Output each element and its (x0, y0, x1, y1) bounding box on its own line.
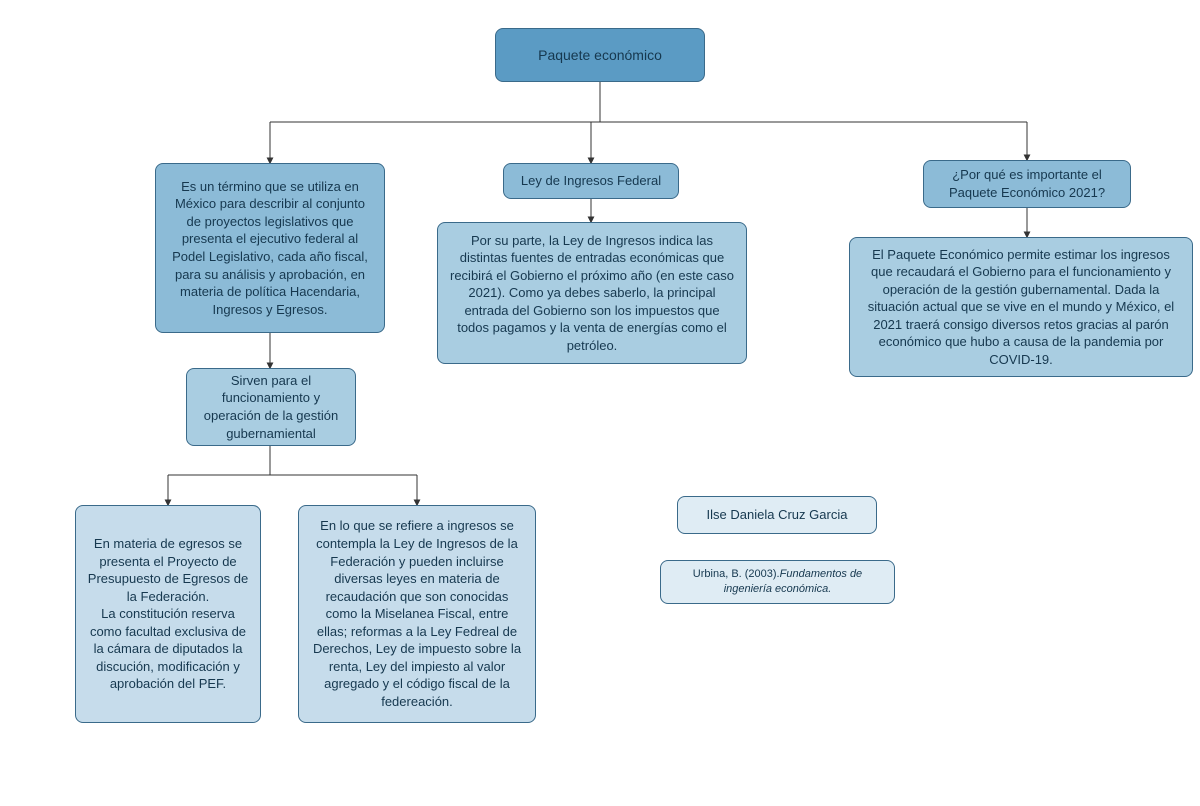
node-text-egresos: En materia de egresos se presenta el Pro… (86, 535, 250, 693)
citation-prefix: Urbina, B. (2003). (693, 568, 780, 580)
node-text-author: Ilse Daniela Cruz Garcia (707, 506, 848, 524)
node-sirven: Sirven para el funcionamiento y operació… (186, 368, 356, 446)
node-text-ley_title: Ley de Ingresos Federal (521, 172, 661, 190)
node-ingresos: En lo que se refiere a ingresos se conte… (298, 505, 536, 723)
node-ley_desc: Por su parte, la Ley de Ingresos indica … (437, 222, 747, 364)
node-text-sirven: Sirven para el funcionamiento y operació… (197, 372, 345, 442)
node-text-ingresos: En lo que se refiere a ingresos se conte… (309, 517, 525, 710)
node-citation: Urbina, B. (2003).Fundamentos de ingenie… (660, 560, 895, 604)
node-author: Ilse Daniela Cruz Garcia (677, 496, 877, 534)
node-desc: Es un término que se utiliza en México p… (155, 163, 385, 333)
node-text-porque_desc: El Paquete Económico permite estimar los… (860, 246, 1182, 369)
node-text-ley_desc: Por su parte, la Ley de Ingresos indica … (448, 232, 736, 355)
node-text-porque_title: ¿Por qué es importante el Paquete Económ… (934, 166, 1120, 201)
node-porque_title: ¿Por qué es importante el Paquete Económ… (923, 160, 1131, 208)
node-ley_title: Ley de Ingresos Federal (503, 163, 679, 199)
node-porque_desc: El Paquete Económico permite estimar los… (849, 237, 1193, 377)
node-text-desc: Es un término que se utiliza en México p… (166, 178, 374, 318)
node-root: Paquete económico (495, 28, 705, 82)
node-text-root: Paquete económico (538, 46, 662, 65)
node-egresos: En materia de egresos se presenta el Pro… (75, 505, 261, 723)
